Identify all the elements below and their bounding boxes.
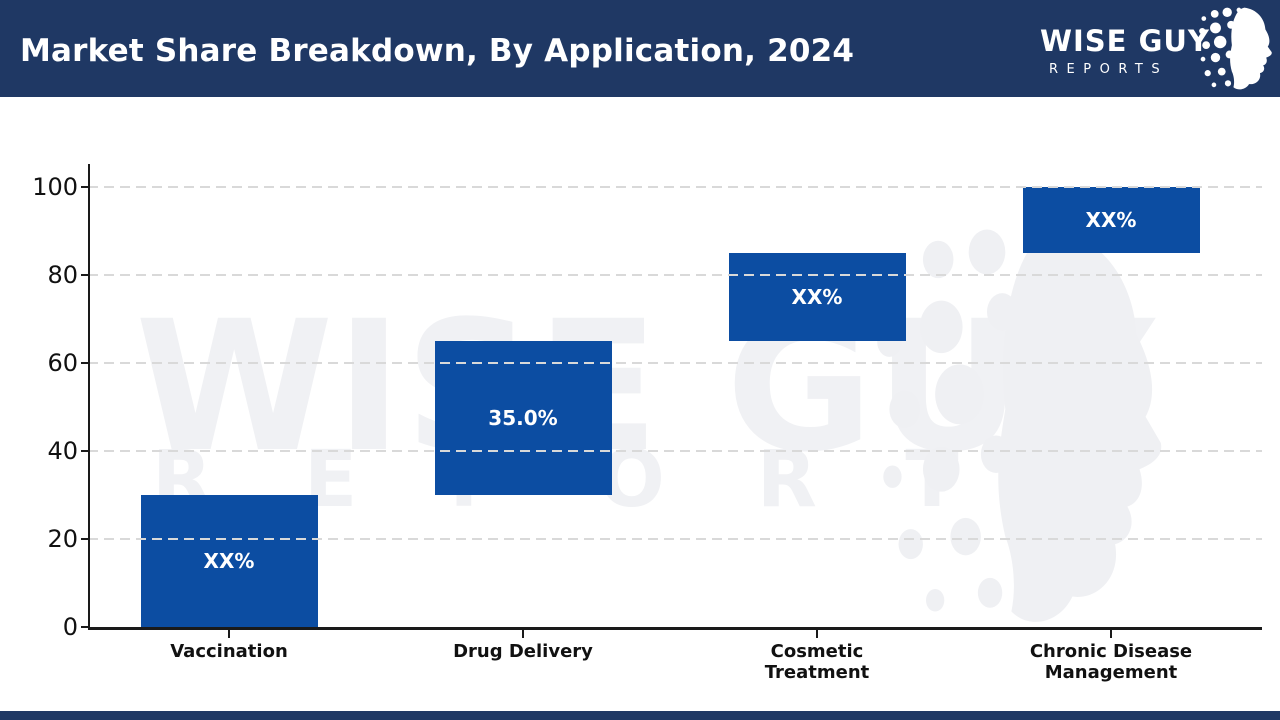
x-tick-label: Cosmetic Treatment: [764, 641, 870, 684]
y-tick-label: 100: [32, 173, 78, 201]
y-tick-mark: [81, 626, 88, 628]
watermark-face-icon: [877, 229, 1162, 622]
gridline-y40: [88, 450, 1262, 452]
watermark-face-profile: [998, 229, 1162, 622]
gridline-y60: [88, 362, 1262, 364]
x-tick-mark: [816, 630, 818, 638]
bar-2: [434, 341, 612, 495]
logo-subtext: REPORTS: [1049, 62, 1169, 77]
x-tick-label: Vaccination: [170, 641, 288, 662]
bar-value-label: XX%: [1085, 208, 1137, 232]
logo-wordmark: WISE GUY: [1040, 24, 1210, 58]
gridline-y100: [88, 186, 1262, 188]
chart-area: WISE GUY REPORTS 0 20 40 60 80 100 XX% Vaccinat…: [0, 97, 1280, 711]
bar-4: [1022, 187, 1200, 253]
x-tick-label: Chronic Disease Management: [1029, 641, 1193, 684]
bar-value-label: XX%: [791, 285, 843, 309]
y-tick-label: 60: [47, 349, 78, 377]
y-tick-mark: [81, 362, 88, 364]
x-tick-mark: [1110, 630, 1112, 638]
gridline-y80: [88, 274, 1262, 276]
x-axis-line: [88, 627, 1262, 630]
y-tick-mark: [81, 538, 88, 540]
x-tick-mark: [522, 630, 524, 638]
y-tick-mark: [81, 450, 88, 452]
header-bar: Market Share Breakdown, By Application, …: [0, 0, 1280, 97]
footer-bar: [0, 711, 1280, 720]
bar-value-label: 35.0%: [488, 406, 558, 430]
y-tick-label: 80: [47, 261, 78, 289]
y-tick-label: 40: [47, 437, 78, 465]
bar-3: [728, 253, 906, 341]
x-tick-mark: [228, 630, 230, 638]
y-axis-line: [88, 164, 90, 630]
x-tick-label: Drug Delivery: [453, 641, 593, 662]
y-tick-label: 0: [62, 613, 78, 641]
logo-face-icon: [1199, 7, 1272, 90]
page-title: Market Share Breakdown, By Application, …: [20, 33, 855, 69]
bar-value-label: XX%: [203, 549, 255, 573]
bar-1: [140, 495, 318, 627]
gridline-y20: [88, 538, 1262, 540]
y-tick-mark: [81, 186, 88, 188]
y-tick-mark: [81, 274, 88, 276]
y-tick-label: 20: [47, 525, 78, 553]
logo-face-profile: [1230, 7, 1272, 90]
